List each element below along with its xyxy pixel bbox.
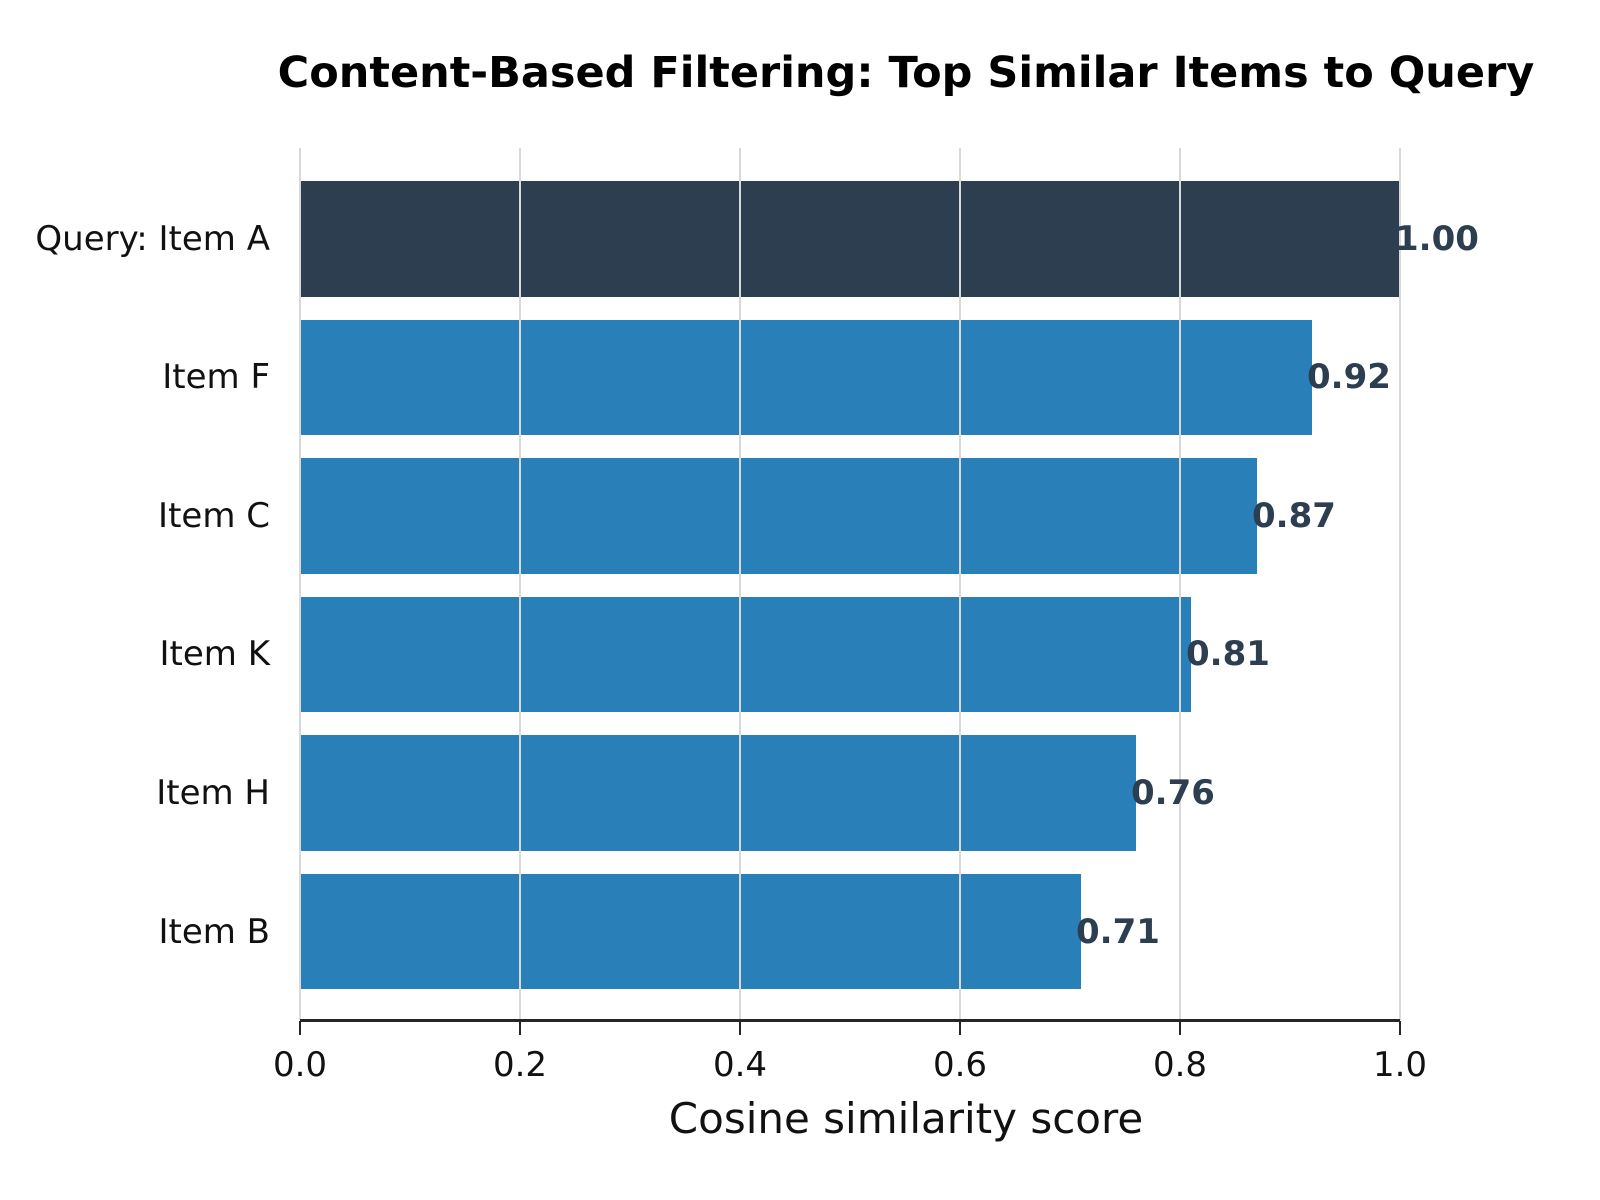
bar-value-label: 0.71 [1076, 911, 1160, 952]
x-tick-label: 1.0 [1372, 1045, 1428, 1085]
gridlines-layer [299, 148, 1401, 1020]
x-tick-label: 0.6 [932, 1045, 988, 1085]
y-tick-label: Item C [158, 495, 270, 536]
bar-item-b [300, 873, 1081, 990]
x-tick-mark [1179, 1021, 1181, 1035]
bars-layer [300, 148, 1400, 1020]
value-labels-layer: 1.00 0.92 0.87 0.81 0.76 0.71 [300, 148, 1479, 1020]
x-axis-title: Cosine similarity score [668, 1094, 1144, 1143]
x-gridline [959, 148, 961, 1020]
bar-value-label: 0.87 [1252, 495, 1336, 536]
y-tick-label: Item F [162, 357, 270, 398]
bar-value-label: 0.81 [1186, 634, 1270, 675]
x-gridline [1179, 148, 1181, 1020]
x-tick-mark [739, 1021, 741, 1035]
x-gridline [739, 148, 741, 1020]
bar-value-label: 0.76 [1131, 772, 1215, 813]
x-gridline [519, 148, 521, 1020]
x-tick-mark [299, 1021, 301, 1035]
x-tick-label: 0.0 [272, 1045, 328, 1085]
x-gridline [1399, 148, 1401, 1020]
y-axis-category-labels: Query: Item A Item F Item C Item K Item H Ite… [0, 0, 270, 1200]
x-tick-label: 0.8 [1152, 1045, 1208, 1085]
y-tick-label: Item B [158, 911, 270, 952]
x-tick-label: 0.2 [492, 1045, 548, 1085]
x-tick-label: 0.4 [712, 1045, 768, 1085]
x-tick-mark [1399, 1021, 1401, 1035]
bar-value-label: 0.92 [1307, 357, 1391, 398]
y-tick-label: Item K [159, 634, 271, 675]
y-tick-label: Query: Item A [35, 218, 270, 259]
chart-title: Content-Based Filtering: Top Similar Ite… [277, 48, 1535, 98]
x-gridline [299, 148, 301, 1020]
bar-query-item-a [300, 181, 1400, 297]
y-tick-label: Item H [156, 772, 270, 813]
bar-value-label: 1.00 [1395, 218, 1479, 259]
bar-item-c [300, 458, 1257, 574]
bar-item-h [300, 735, 1136, 851]
plot-area: 1.00 0.92 0.87 0.81 0.76 0.71 [299, 148, 1479, 1022]
x-tick-mark [519, 1021, 521, 1035]
x-axis-spine [300, 1019, 1400, 1022]
bar-item-k [300, 596, 1191, 713]
x-tick-mark [959, 1021, 961, 1035]
bar-item-f [300, 319, 1312, 436]
